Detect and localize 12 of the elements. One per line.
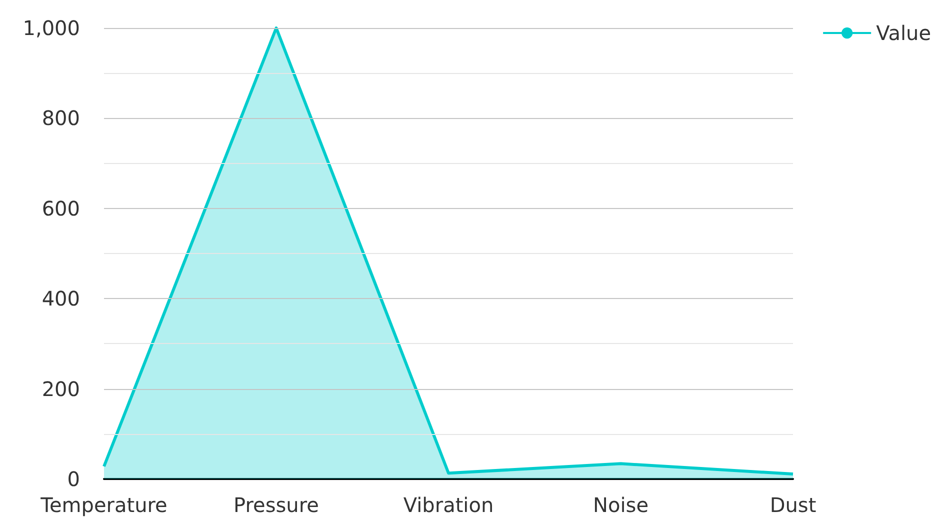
y-tick-label: 800: [42, 106, 80, 130]
x-tick-label: Vibration: [403, 493, 494, 517]
y-tick-label: 1,000: [22, 16, 80, 40]
x-tick-label: Noise: [593, 493, 648, 517]
x-tick-label: Dust: [770, 493, 816, 517]
x-tick-label: Temperature: [40, 493, 168, 517]
y-tick-label: 200: [42, 376, 80, 401]
y-tick-label: 600: [42, 196, 80, 220]
legend-label: Value: [876, 21, 931, 45]
x-tick-label: Pressure: [234, 493, 319, 517]
y-tick-label: 400: [42, 286, 80, 311]
y-tick-label: 0: [67, 467, 80, 491]
